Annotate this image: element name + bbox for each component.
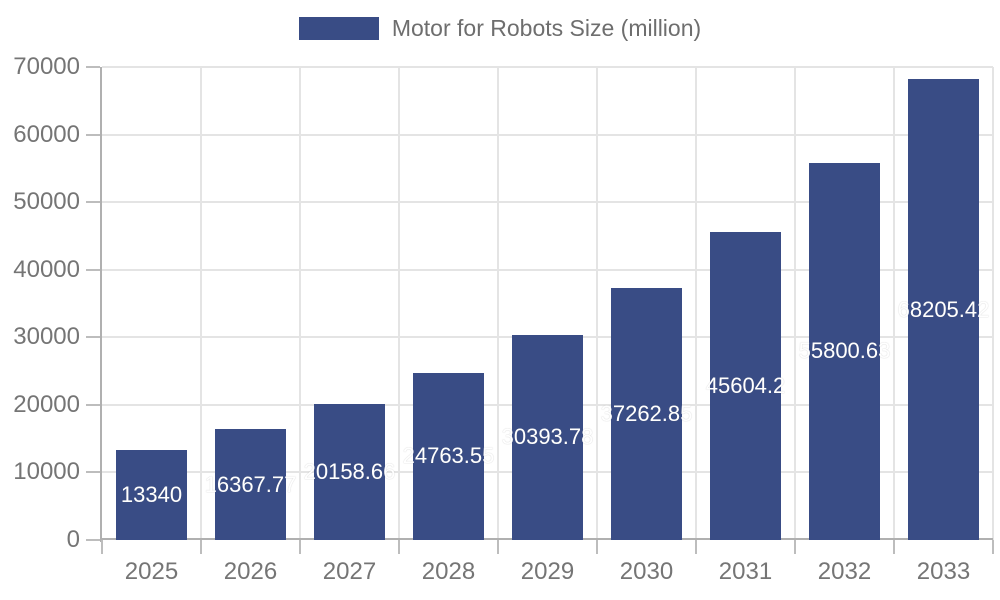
x-tick-label: 2031 — [718, 558, 773, 585]
y-tick-label: 30000 — [13, 323, 80, 351]
x-tick-label: 2028 — [421, 558, 476, 585]
x-tick-label: 2032 — [817, 558, 872, 585]
x-tick — [893, 540, 895, 554]
bar-value-label: 16367.77 — [204, 471, 297, 497]
bar[interactable]: 16367.77 — [205, 429, 296, 540]
bar[interactable]: 55800.63 — [799, 162, 890, 540]
gridline-v — [299, 67, 301, 540]
legend-item[interactable]: Motor for Robots Size (million) — [0, 15, 1000, 42]
x-tick-label: 2027 — [322, 558, 377, 585]
x-tick — [695, 540, 697, 554]
gridline-h — [102, 133, 993, 136]
bar[interactable]: 37262.85 — [601, 288, 692, 540]
y-tick — [86, 539, 100, 541]
bar-value-label: 30393.78 — [501, 424, 594, 450]
plot-area: 0 10000 20000 30000 40000 50000 60000 70000 2025… — [13, 55, 994, 585]
x-tick — [398, 540, 400, 554]
y-tick-label: 20000 — [13, 390, 80, 418]
legend-label: Motor for Robots Size (million) — [391, 15, 702, 41]
x-tick — [992, 540, 994, 554]
x-tick — [101, 540, 103, 554]
bar[interactable]: 45604.2 — [706, 231, 785, 540]
gridline-v — [695, 67, 697, 540]
x-tick — [596, 540, 598, 554]
y-axis-line — [100, 67, 102, 542]
y-tick — [86, 66, 100, 68]
bar-value-label: 20158.66 — [303, 458, 396, 484]
x-tick-label: 2025 — [124, 558, 179, 585]
x-tick — [497, 540, 499, 554]
bar-value-label: 55800.63 — [798, 338, 891, 364]
bar-value-label: 68205.42 — [897, 296, 990, 322]
gridline-v — [893, 67, 895, 540]
x-tick — [299, 540, 301, 554]
y-tick — [86, 336, 100, 339]
y-tick — [86, 201, 100, 204]
x-tick-label: 2030 — [619, 558, 674, 585]
bar-value-label: 37262.85 — [600, 401, 693, 427]
y-tick — [86, 403, 100, 406]
x-tick-label: 2026 — [223, 558, 278, 585]
bar[interactable]: 68205.42 — [898, 79, 989, 540]
x-tick-label: 2029 — [520, 558, 575, 585]
x-tick — [200, 540, 202, 554]
gridline-h — [102, 201, 993, 204]
gridline-v — [794, 67, 796, 540]
bar[interactable]: 24763.55 — [403, 372, 494, 540]
bar[interactable]: 20158.66 — [304, 403, 395, 540]
y-tick-label: 10000 — [13, 458, 80, 486]
y-tick-label: 50000 — [13, 188, 80, 216]
legend-swatch-icon — [298, 17, 379, 40]
x-tick — [794, 540, 796, 554]
y-tick-label: 40000 — [13, 255, 80, 283]
bar-value-label: 24763.55 — [402, 443, 495, 469]
y-tick-label: 0 — [66, 526, 80, 553]
y-tick — [86, 133, 100, 136]
y-tick — [86, 268, 100, 271]
bar[interactable]: 30393.78 — [502, 334, 593, 540]
gridline-v — [497, 67, 499, 540]
bar-value-label: 45604.2 — [705, 372, 786, 398]
gridline-v — [596, 67, 598, 540]
bar-value-label: 13340 — [120, 481, 183, 507]
y-tick — [86, 471, 100, 474]
bar[interactable]: 13340 — [116, 449, 187, 540]
gridline-v — [398, 67, 400, 540]
x-tick-label: 2033 — [916, 558, 971, 585]
gridline-h — [102, 268, 993, 271]
y-tick-label: 70000 — [13, 53, 80, 80]
gridline-v — [200, 67, 202, 540]
gridline-v — [992, 67, 994, 540]
y-tick-label: 60000 — [13, 120, 80, 148]
gridline-h — [102, 66, 993, 68]
